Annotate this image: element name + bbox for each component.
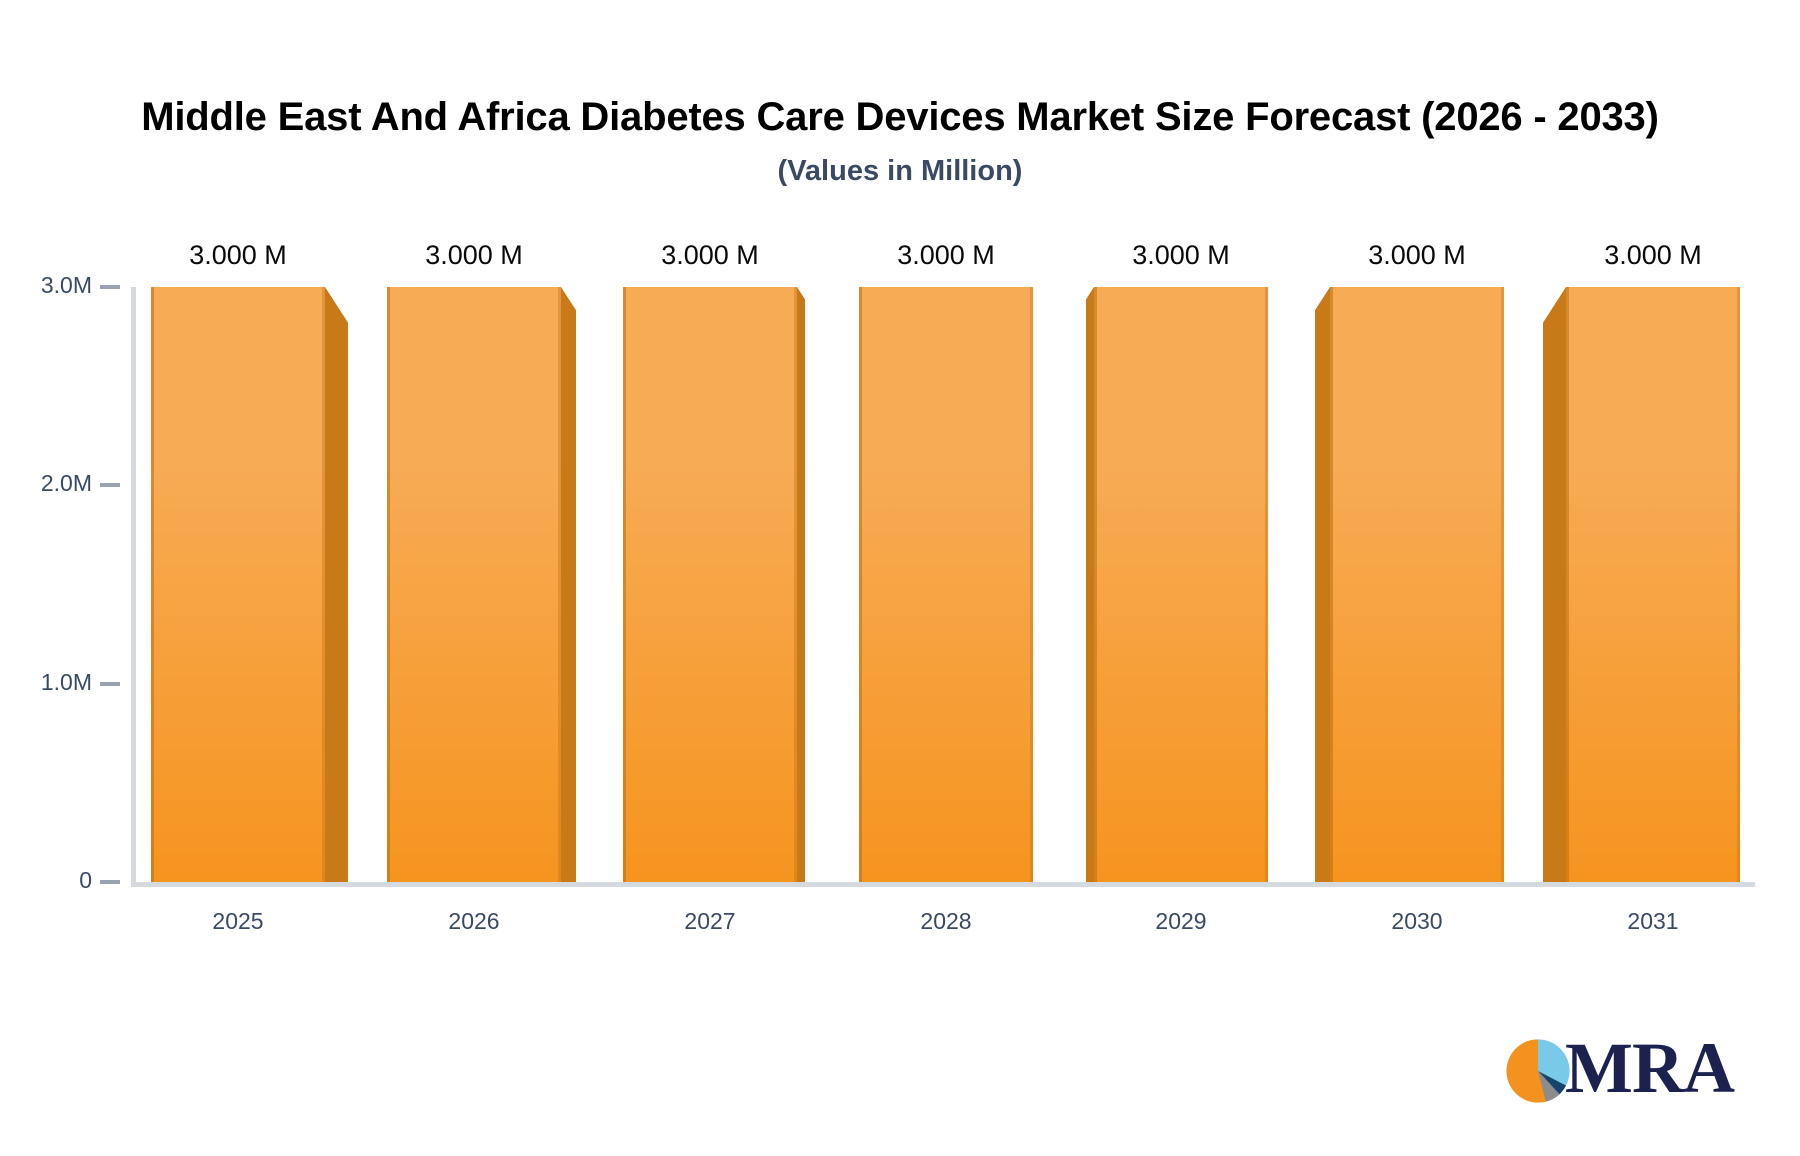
bar-edge-shadow [1265,287,1268,882]
bar-front-face [1094,287,1268,882]
x-axis-label-2028: 2028 [920,908,972,934]
bar-value-label: 3.000 M [1132,240,1230,270]
chart-subtitle: (Values in Million) [777,155,1023,187]
x-axis-label-2025: 2025 [212,908,264,934]
bar-front-face [859,287,1033,882]
bar-front-face [387,287,561,882]
brand-logo: MRA [1505,1030,1785,1126]
y-axis-tick-mark [100,285,120,289]
bar-edge-shadow [794,287,797,882]
x-axis-baseline [131,882,1755,887]
bar-edge-shadow [558,287,561,882]
x-axis-label-2026: 2026 [448,908,500,934]
bar-value-label: 3.000 M [1604,240,1702,270]
bar-edge-highlight [859,287,862,882]
bar-edge-highlight [1330,287,1333,882]
bar-edge-shadow [322,287,325,882]
bar-side-face [1543,287,1566,882]
bar-edge-highlight [623,287,626,882]
x-axis-label-2030: 2030 [1391,908,1443,934]
bar-edge-highlight [387,287,390,882]
bar-edge-shadow [1737,287,1740,882]
bar-side-face [1086,287,1094,882]
y-axis-tick-label: 1.0M [40,668,92,695]
x-axis-label-2029: 2029 [1155,908,1207,934]
bar-value-label: 3.000 M [661,240,759,270]
bar-front-face [1566,287,1740,882]
y-axis-tick-label: 3.0M [40,272,92,298]
chart-title: Middle East And Africa Diabetes Care Dev… [141,95,1659,139]
bar-front-face [1330,287,1504,882]
bar-front-face [151,287,325,882]
bar-side-face [561,287,576,882]
bar-value-label: 3.000 M [425,240,523,270]
y-axis-tick-mark [100,681,120,686]
logo-wordmark: MRA [1565,1028,1735,1108]
y-axis-tick-label: 2.0M [40,470,92,497]
bar-value-label: 3.000 M [897,240,995,270]
bar-edge-shadow [1030,287,1033,882]
bar-front-face [623,287,797,882]
bar-side-face [325,287,348,882]
bar-side-face [797,287,805,882]
y-axis-tick-label: 0 [79,867,92,893]
y-axis-tick-mark [100,880,120,884]
bar-edge-highlight [151,287,154,882]
bar-edge-shadow [1501,287,1504,882]
bar-side-face [1315,287,1330,882]
bar-edge-highlight [1566,287,1569,882]
y-axis-line [131,287,136,883]
chart-header: Middle East And Africa Diabetes Care Dev… [0,95,1800,188]
bar-edge-highlight [1094,287,1097,882]
bar-value-label: 3.000 M [189,240,287,270]
pie-chart-icon [1505,1038,1571,1104]
x-axis-label-2031: 2031 [1627,908,1679,934]
x-axis-label-2027: 2027 [684,908,736,934]
bar-value-label: 3.000 M [1368,240,1466,270]
y-axis-tick-mark [100,483,120,488]
